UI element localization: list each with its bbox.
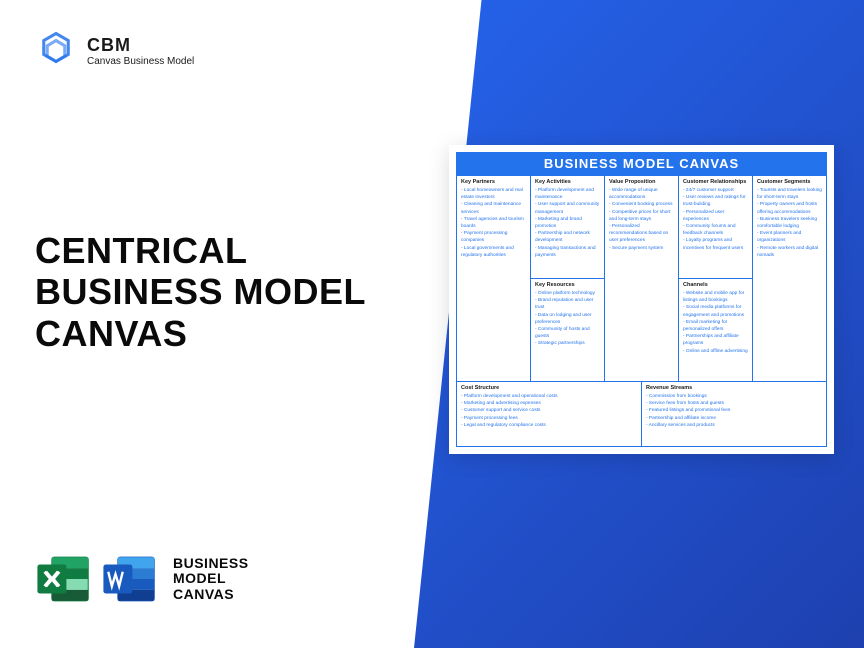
section-title: Key Partners: [461, 179, 526, 185]
section-title: Cost Structure: [461, 385, 637, 391]
canvas-bottom-section: Cost Structure - Platform development and…: [457, 382, 642, 446]
cbm-logo-icon: [35, 30, 77, 72]
canvas-section: Key Partners - Local homeowners and real …: [457, 176, 530, 381]
section-title: Key Activities: [535, 179, 600, 185]
section-title: Revenue Streams: [646, 385, 822, 391]
section-title: Channels: [683, 282, 748, 288]
canvas-column: Customer Relationships - 24/7 customer su…: [679, 176, 753, 381]
logo: CBM Canvas Business Model: [35, 30, 194, 72]
main-title: CENTRICALBUSINESS MODELCANVAS: [35, 230, 366, 354]
canvas-section: Key Resources - Online platform technolog…: [531, 278, 604, 381]
canvas-column: Customer Segments - Tourists and traveler…: [753, 176, 826, 381]
section-list: - Commission from bookings- Service fees…: [646, 393, 822, 429]
section-list: - Local homeowners and real estate inves…: [461, 187, 526, 259]
canvas-preview: BUSINESS MODEL CANVAS Key Partners - Loca…: [449, 145, 834, 454]
canvas-section: Customer Segments - Tourists and traveler…: [753, 176, 826, 381]
excel-icon: [35, 550, 93, 608]
section-list: - Platform development and operational c…: [461, 393, 637, 429]
section-title: Value Proposition: [609, 179, 674, 185]
section-title: Customer Segments: [757, 179, 822, 185]
canvas-column: Key Activities - Platform development and…: [531, 176, 605, 381]
canvas-grid: Key Partners - Local homeowners and real …: [456, 175, 827, 447]
logo-subtitle: Canvas Business Model: [87, 56, 194, 67]
canvas-section: Value Proposition - Wide range of unique …: [605, 176, 678, 381]
canvas-section: Key Activities - Platform development and…: [531, 176, 604, 278]
word-icon: [101, 550, 159, 608]
section-list: - Platform development and maintenance- …: [535, 187, 600, 259]
section-title: Customer Relationships: [683, 179, 748, 185]
section-list: - Wide range of unique accommodations- C…: [609, 187, 674, 252]
canvas-column: Key Partners - Local homeowners and real …: [457, 176, 531, 381]
canvas-section: Customer Relationships - 24/7 customer su…: [679, 176, 752, 278]
canvas-bottom-section: Revenue Streams - Commission from booking…: [642, 382, 826, 446]
canvas-column: Value Proposition - Wide range of unique …: [605, 176, 679, 381]
canvas-header: BUSINESS MODEL CANVAS: [456, 152, 827, 175]
logo-title: CBM: [87, 35, 194, 56]
format-icons-row: BUSINESSMODELCANVAS: [35, 550, 249, 608]
section-list: - 24/7 customer support- User reviews an…: [683, 187, 748, 252]
section-list: - Online platform technology- Brand repu…: [535, 290, 600, 348]
section-title: Key Resources: [535, 282, 600, 288]
format-label: BUSINESSMODELCANVAS: [173, 556, 249, 602]
canvas-section: Channels - Website and mobile app for lis…: [679, 278, 752, 381]
section-list: - Website and mobile app for listings an…: [683, 290, 748, 355]
section-list: - Tourists and travelers looking for sho…: [757, 187, 822, 259]
